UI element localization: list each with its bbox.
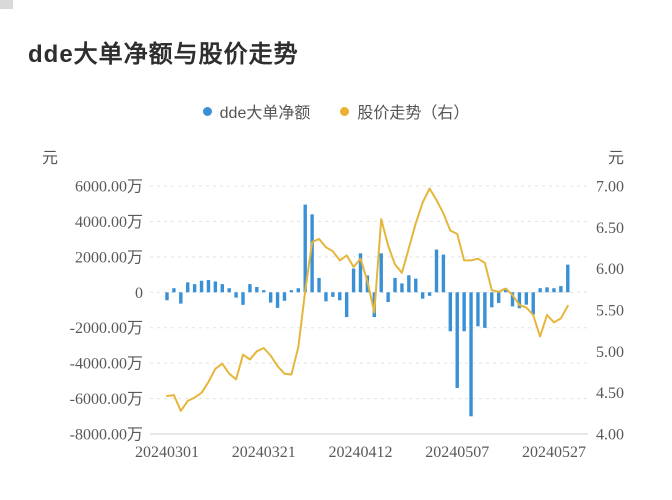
net-amount-bar [289,290,294,293]
net-amount-bar [503,288,508,293]
net-amount-bar [407,275,411,293]
net-amount-bar [441,254,446,293]
y-axis-left-tick-label: 2000.00万 [75,249,143,266]
net-amount-bar [317,277,321,293]
net-amount-bar [379,253,383,293]
right-axis-unit: 元 [608,150,625,167]
net-amount-bar [434,249,439,293]
net-amount-bar [165,292,169,301]
y-axis-left-tick-label: 6000.00万 [75,179,143,196]
net-amount-bar [531,292,535,315]
net-amount-bar [282,292,287,301]
net-amount-bar [220,284,224,293]
net-amount-bar [566,264,570,293]
y-axis-left-tick-label: 4000.00万 [75,214,143,231]
net-amount-bar [338,292,342,301]
net-amount-bar [483,292,487,328]
net-amount-bar [559,286,563,293]
net-amount-bar [400,283,404,293]
net-amount-bar [192,284,197,293]
legend-dot-icon [202,106,212,116]
net-amount-bar [386,292,390,303]
net-amount-bar [227,288,231,293]
net-amount-bar [517,292,522,309]
x-axis-tick-label: 20240527 [522,444,586,461]
net-amount-bar [248,284,252,293]
net-amount-bar [469,292,473,417]
corner-artifact [0,0,13,9]
net-amount-bar [545,287,549,293]
net-amount-bar [310,214,314,293]
net-amount-bar [331,292,335,297]
legend-dot-icon [340,106,350,116]
net-amount-bar [262,290,266,293]
chart-title: dde大单净额与股价走势 [28,41,299,69]
net-amount-bar [496,292,501,303]
y-axis-right-tick-label: 4.00 [596,427,624,444]
net-amount-bar [552,288,556,293]
y-axis-left-tick-label: -4000.00万 [70,356,143,373]
net-amount-bar [206,280,211,293]
net-amount-bar [510,292,515,307]
net-amount-bar [186,282,190,293]
net-amount-bar [179,292,183,304]
net-amount-bar [199,280,204,293]
y-axis-left-tick-label: -6000.00万 [70,391,143,408]
net-amount-bar [241,292,245,305]
net-amount-bar [172,288,176,293]
x-axis-tick-label: 20240507 [425,444,489,461]
chart-legend: dde大单净额 股价走势（右） [0,99,672,123]
net-amount-bar [462,292,466,332]
price-line [166,187,569,412]
y-axis-right-tick-label: 6.00 [596,261,624,278]
y-axis-right-tick-label: 5.50 [596,303,624,320]
left-axis-unit: 元 [42,150,59,167]
net-amount-bar [524,292,529,305]
net-amount-bar [296,288,300,293]
net-amount-bar [255,286,259,293]
net-amount-bar [344,292,349,318]
y-axis-right-tick-label: 6.50 [596,220,624,237]
y-axis-right-tick-label: 7.00 [596,179,624,196]
legend-label: dde大单净额 [219,105,311,122]
net-amount-bar [455,292,459,388]
net-amount-bar [351,268,356,293]
x-axis-tick-label: 20240321 [232,444,296,461]
x-axis-tick-label: 20240301 [135,444,199,461]
y-axis-left-tick-label: -2000.00万 [70,320,143,337]
net-amount-bar [303,204,307,293]
net-amount-bar [268,292,273,303]
net-amount-bar [420,292,425,299]
net-amount-bar [393,277,397,293]
y-axis-right-tick-label: 5.00 [596,344,624,361]
net-amount-bar [213,281,218,293]
net-amount-bar [476,292,480,327]
net-amount-bar [234,292,238,298]
legend-label: 股价走势（右） [357,105,470,122]
net-amount-bar [490,292,494,308]
legend-item-net-amount[interactable]: dde大单净额 [202,99,311,123]
net-amount-bar [414,278,418,293]
y-axis-right-tick-label: 4.50 [596,385,624,402]
net-amount-bar [448,292,453,332]
x-axis-tick-label: 20240412 [328,444,392,461]
legend-item-price[interactable]: 股价走势（右） [340,99,469,123]
net-amount-bar [538,288,542,293]
net-amount-bar [427,292,432,296]
net-amount-bar [324,292,328,302]
net-amount-bar [358,253,363,293]
y-axis-left-tick-label: 0 [135,285,143,302]
net-amount-bar [275,292,280,308]
y-axis-left-tick-label: -8000.00万 [70,427,143,444]
